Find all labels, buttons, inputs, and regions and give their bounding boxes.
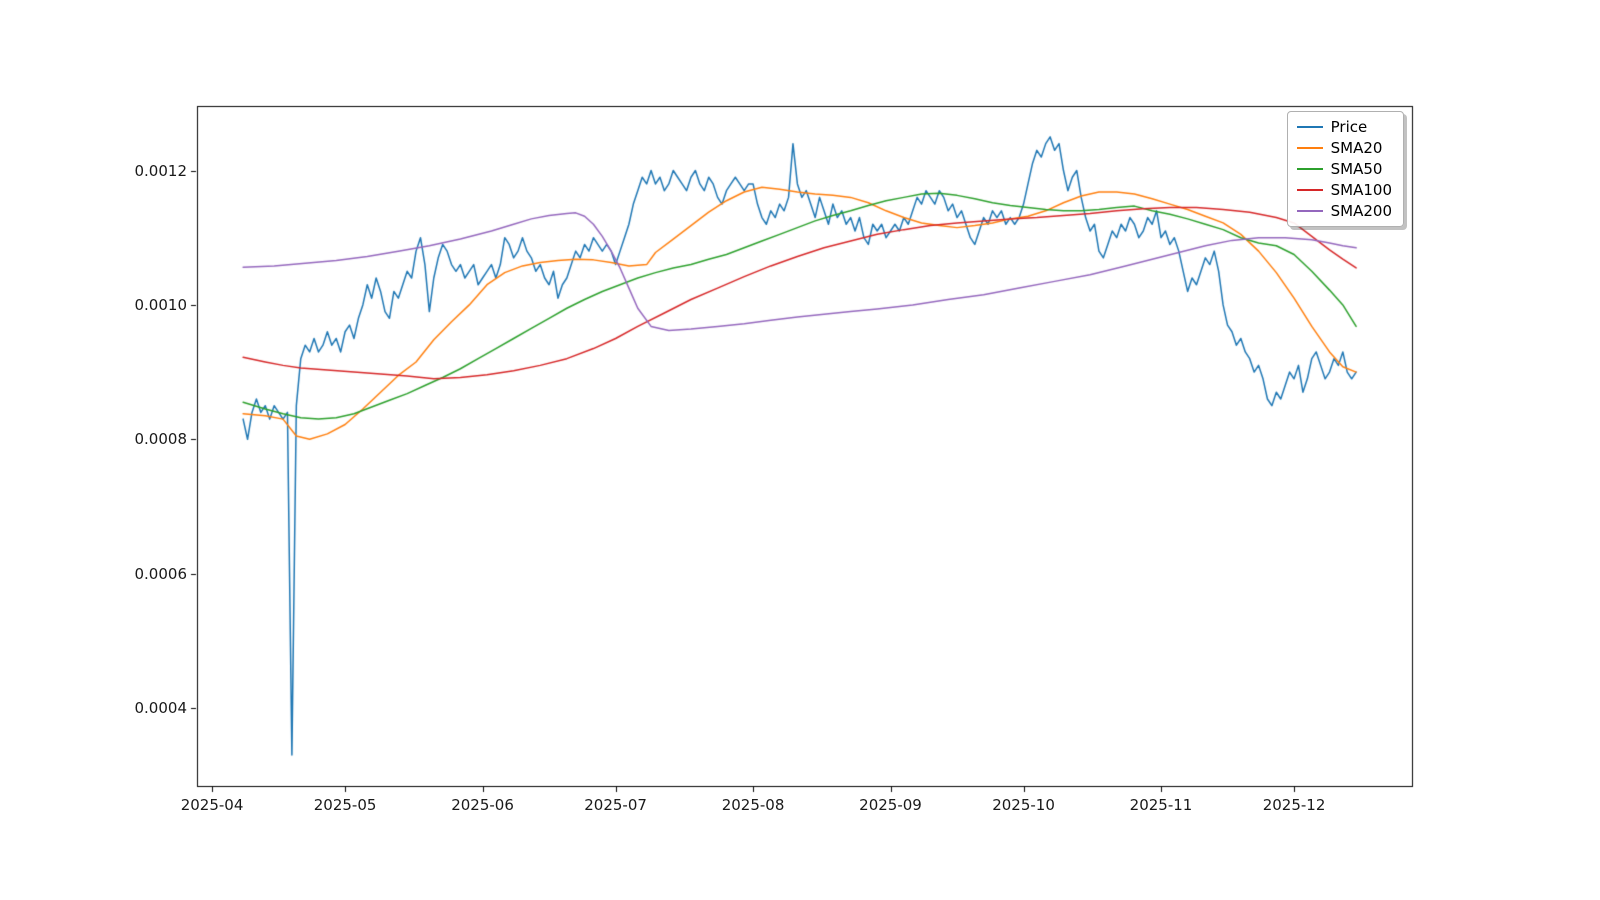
legend-label-sma200: SMA200 [1330, 202, 1392, 220]
legend-item-sma100: SMA100 [1296, 181, 1392, 199]
legend-label-sma20: SMA20 [1330, 139, 1383, 157]
sma50-line-swatch-icon [1296, 168, 1323, 170]
legend-item-sma20: SMA20 [1296, 139, 1392, 157]
legend: Price SMA20 SMA50 SMA100 SMA200 [1286, 111, 1404, 227]
sma200-line-swatch-icon [1296, 210, 1323, 212]
legend-item-sma50: SMA50 [1296, 160, 1392, 178]
sma100-line-swatch-icon [1296, 189, 1323, 191]
legend-label-price: Price [1330, 118, 1368, 136]
price-line-swatch-icon [1296, 126, 1323, 128]
legend-label-sma100: SMA100 [1330, 181, 1392, 199]
sma20-line-swatch-icon [1296, 147, 1323, 149]
legend-label-sma50: SMA50 [1330, 160, 1383, 178]
legend-item-price: Price [1296, 118, 1392, 136]
legend-item-sma200: SMA200 [1296, 202, 1392, 220]
